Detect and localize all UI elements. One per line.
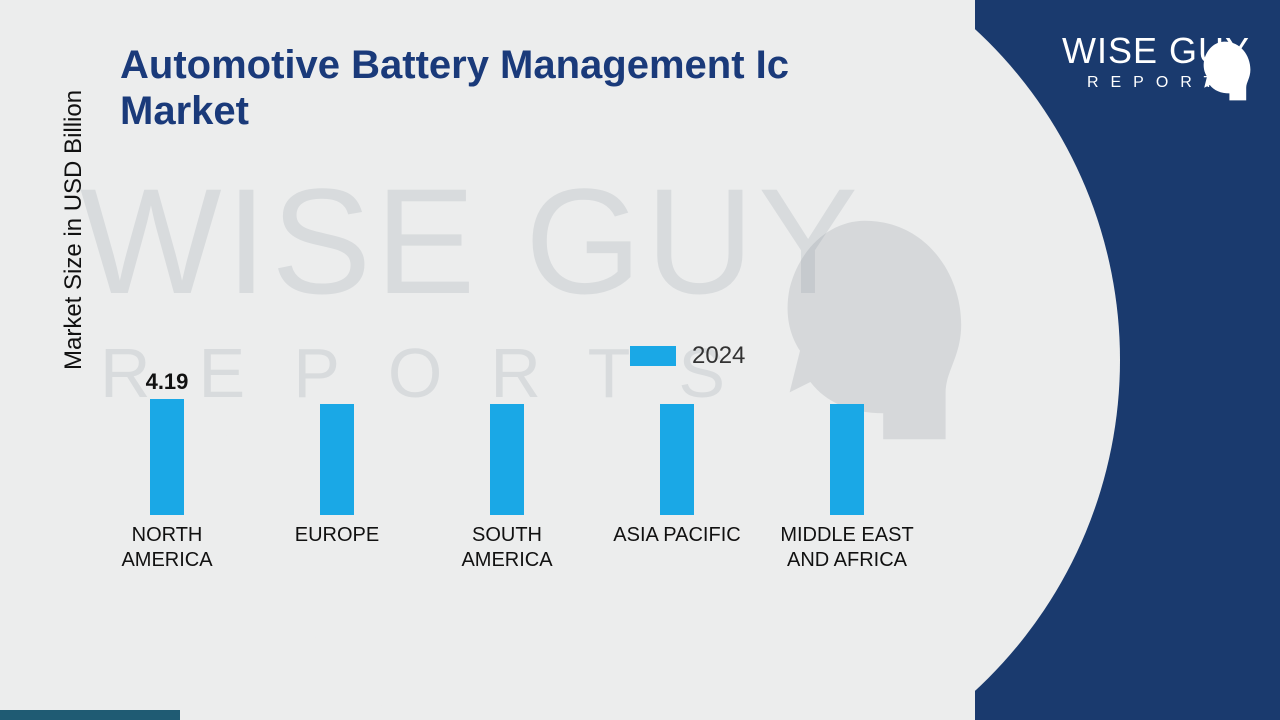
bar	[320, 404, 354, 515]
bar-label: MIDDLE EAST AND AFRICA	[767, 515, 927, 573]
chart-title: Automotive Battery Management Ic Market	[120, 42, 880, 134]
bottom-stripe	[0, 710, 180, 720]
legend-label: 2024	[692, 342, 745, 370]
bar-label: SOUTH AMERICA	[427, 515, 587, 573]
legend-swatch	[630, 346, 676, 366]
bar-label: ASIA PACIFIC	[597, 515, 757, 548]
bar-group: EUROPE	[320, 390, 354, 515]
legend: 2024	[630, 342, 745, 370]
bar	[150, 399, 184, 515]
bar-value: 4.19	[107, 369, 227, 399]
logo-head-icon	[1186, 36, 1256, 106]
chart-canvas: Automotive Battery Management Ic Market …	[0, 0, 1280, 720]
bar	[830, 404, 864, 515]
bar-group: MIDDLE EAST AND AFRICA	[830, 390, 864, 515]
bar-chart: 4.19NORTH AMERICA EUROPE SOUTH AMERICA ASIA…	[110, 390, 970, 515]
brand-logo: WISE GUY REPORTS	[1062, 30, 1250, 92]
bar-group: ASIA PACIFIC	[660, 390, 694, 515]
bar-label: EUROPE	[257, 515, 417, 548]
y-axis-label: Market Size in USD Billion	[60, 90, 88, 370]
bar-label: NORTH AMERICA	[87, 515, 247, 573]
bar-group: 4.19NORTH AMERICA	[150, 390, 184, 515]
bar	[490, 404, 524, 515]
bar-group: SOUTH AMERICA	[490, 390, 524, 515]
bar	[660, 404, 694, 515]
